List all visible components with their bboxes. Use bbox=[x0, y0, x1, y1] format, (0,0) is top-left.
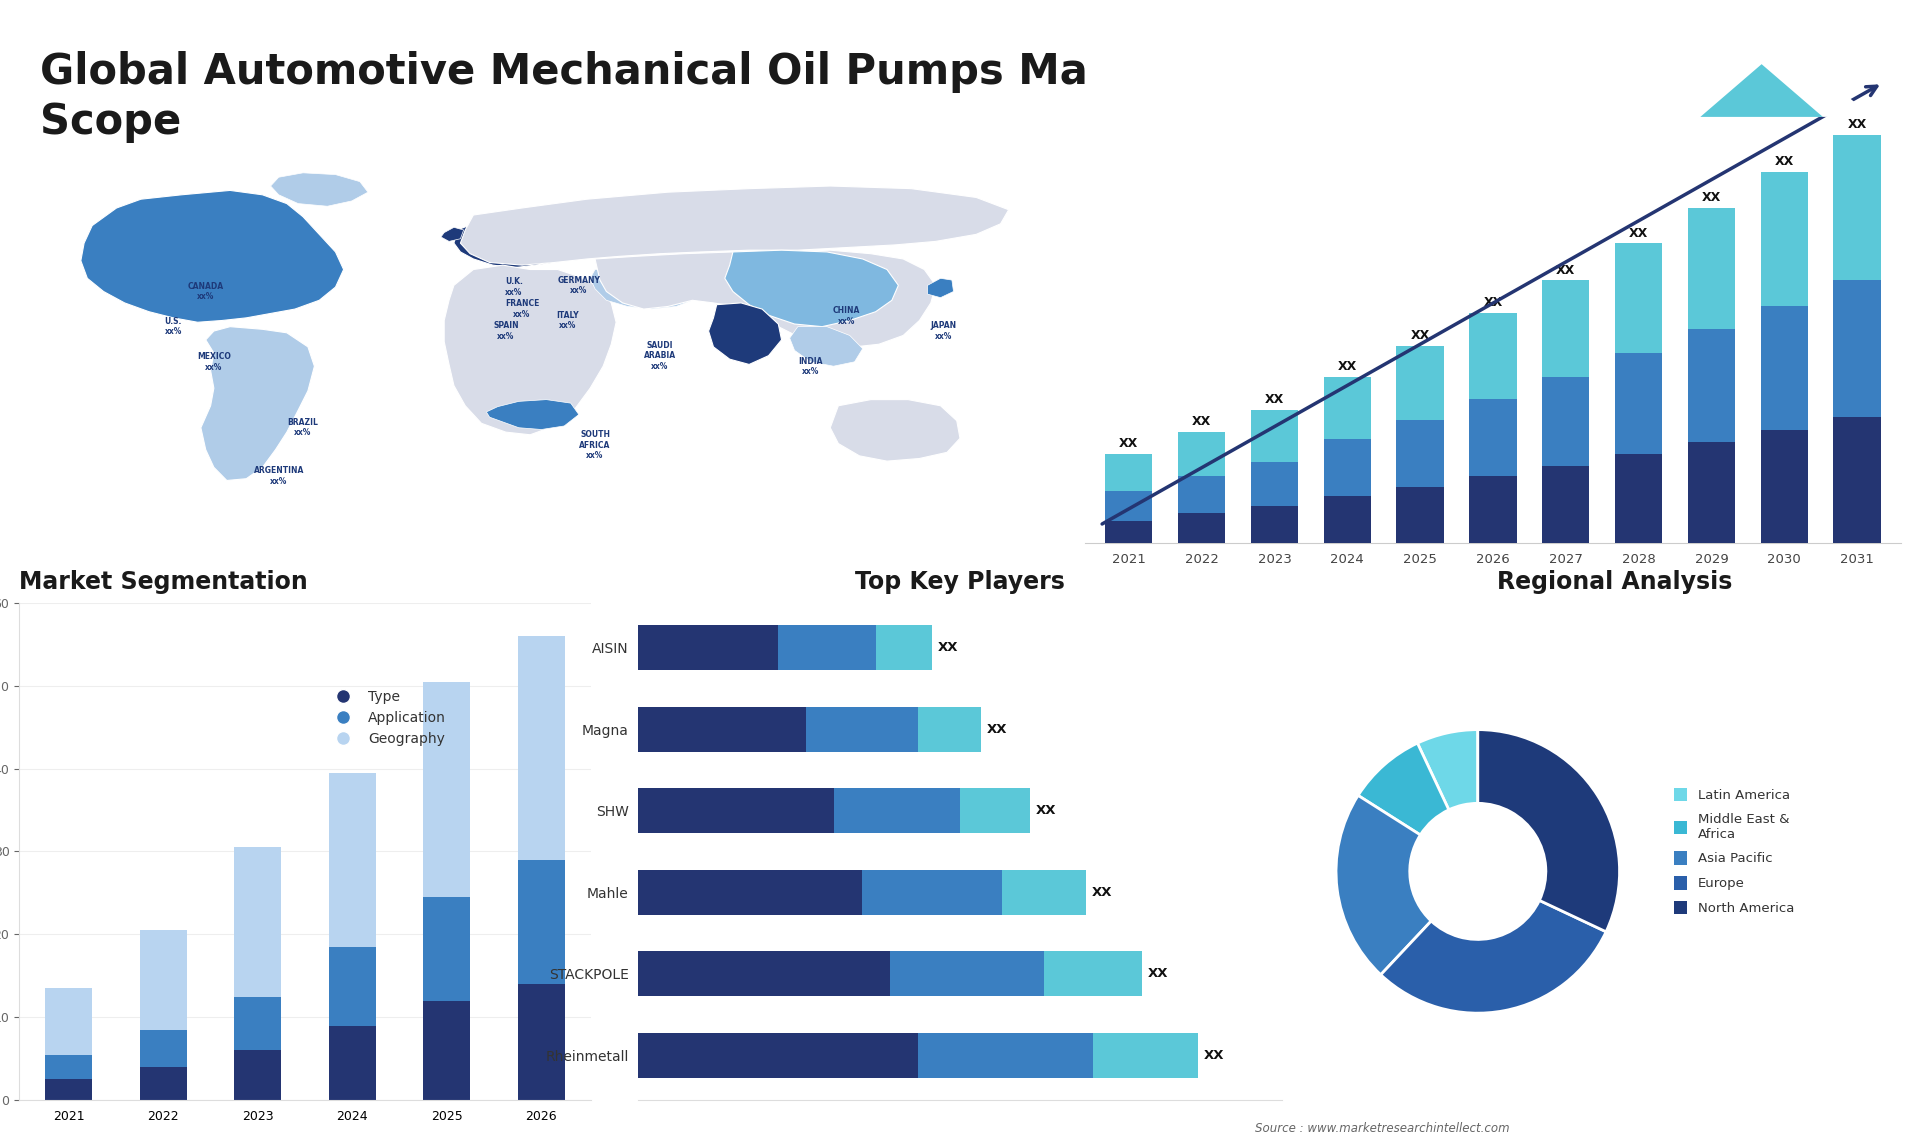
Bar bbox=[1469, 399, 1517, 477]
Bar bbox=[1761, 306, 1809, 431]
Bar bbox=[1106, 521, 1152, 543]
Bar bbox=[639, 626, 778, 670]
Bar bbox=[639, 707, 806, 752]
Bar bbox=[1002, 870, 1087, 915]
Bar bbox=[876, 626, 931, 670]
Bar bbox=[1469, 477, 1517, 543]
Bar bbox=[891, 951, 1044, 996]
Text: XX: XX bbox=[1338, 360, 1357, 374]
Bar bbox=[1396, 346, 1444, 419]
Bar bbox=[422, 1000, 470, 1100]
Text: XX: XX bbox=[1192, 415, 1212, 429]
Text: XX: XX bbox=[1265, 393, 1284, 406]
Text: MARKET
RESEARCH
INTELLECT: MARKET RESEARCH INTELLECT bbox=[1839, 45, 1893, 79]
Text: XX: XX bbox=[1148, 967, 1167, 980]
Bar bbox=[1615, 243, 1663, 353]
Bar bbox=[328, 772, 376, 947]
Bar bbox=[518, 636, 564, 860]
Polygon shape bbox=[1701, 64, 1822, 117]
Text: Global Automotive Mechanical Oil Pumps Market Size and
Scope: Global Automotive Mechanical Oil Pumps M… bbox=[40, 50, 1396, 143]
Bar bbox=[778, 626, 876, 670]
Text: XX: XX bbox=[987, 723, 1008, 736]
Bar bbox=[1761, 431, 1809, 543]
Bar bbox=[328, 947, 376, 1026]
Bar bbox=[1615, 454, 1663, 543]
Text: XX: XX bbox=[1204, 1049, 1223, 1061]
Bar bbox=[1106, 454, 1152, 492]
Bar bbox=[1323, 439, 1371, 496]
Bar bbox=[234, 1051, 282, 1100]
Bar bbox=[918, 707, 981, 752]
Text: Market Segmentation: Market Segmentation bbox=[19, 570, 307, 594]
Text: XX: XX bbox=[1411, 329, 1430, 342]
Bar bbox=[918, 1033, 1092, 1077]
Bar bbox=[639, 1033, 918, 1077]
Bar bbox=[1761, 172, 1809, 306]
Bar bbox=[234, 847, 282, 997]
Text: XX: XX bbox=[1484, 297, 1503, 309]
Bar bbox=[46, 1080, 92, 1100]
Text: XX: XX bbox=[1035, 804, 1056, 817]
Bar bbox=[1179, 477, 1225, 513]
Bar bbox=[1834, 135, 1882, 281]
Bar bbox=[960, 788, 1029, 833]
Bar bbox=[1542, 466, 1590, 543]
Bar bbox=[1044, 951, 1142, 996]
Bar bbox=[46, 1054, 92, 1080]
Bar bbox=[1396, 487, 1444, 543]
Title: Top Key Players: Top Key Players bbox=[854, 570, 1066, 594]
Bar bbox=[1542, 377, 1590, 466]
Text: XX: XX bbox=[1774, 156, 1793, 168]
Bar bbox=[806, 707, 918, 752]
Bar bbox=[140, 1067, 186, 1100]
Bar bbox=[422, 682, 470, 897]
Text: XX: XX bbox=[937, 642, 958, 654]
Bar bbox=[1542, 281, 1590, 377]
Bar bbox=[328, 1026, 376, 1100]
Bar bbox=[639, 951, 891, 996]
Text: XX: XX bbox=[1701, 191, 1720, 204]
Legend: Type, Application, Geography: Type, Application, Geography bbox=[323, 684, 451, 752]
Bar bbox=[833, 788, 960, 833]
Text: XX: XX bbox=[1091, 886, 1112, 898]
Bar bbox=[1106, 492, 1152, 521]
Bar bbox=[1250, 462, 1298, 507]
Bar bbox=[1688, 329, 1736, 442]
Bar bbox=[1469, 313, 1517, 399]
Bar bbox=[140, 1030, 186, 1067]
Text: XX: XX bbox=[1119, 438, 1139, 450]
Bar bbox=[862, 870, 1002, 915]
Bar bbox=[1323, 496, 1371, 543]
Bar bbox=[1834, 281, 1882, 417]
Text: XX: XX bbox=[1628, 227, 1647, 240]
Bar bbox=[1250, 409, 1298, 462]
Bar bbox=[234, 997, 282, 1051]
Bar bbox=[1688, 442, 1736, 543]
Bar bbox=[518, 984, 564, 1100]
Bar bbox=[140, 931, 186, 1030]
Text: XX: XX bbox=[1557, 264, 1576, 276]
Bar bbox=[422, 897, 470, 1000]
Bar bbox=[1615, 353, 1663, 454]
Bar bbox=[1179, 432, 1225, 477]
Text: Source : www.marketresearchintellect.com: Source : www.marketresearchintellect.com bbox=[1256, 1122, 1509, 1135]
Bar bbox=[1323, 377, 1371, 439]
Bar bbox=[639, 870, 862, 915]
Polygon shape bbox=[1649, 28, 1874, 117]
Text: XX: XX bbox=[1847, 118, 1866, 131]
Bar bbox=[1179, 513, 1225, 543]
Legend: Latin America, Middle East &
Africa, Asia Pacific, Europe, North America: Latin America, Middle East & Africa, Asi… bbox=[1667, 782, 1801, 921]
Bar bbox=[518, 860, 564, 984]
Bar bbox=[1834, 417, 1882, 543]
Bar bbox=[1396, 419, 1444, 487]
Title: Regional Analysis: Regional Analysis bbox=[1498, 570, 1732, 594]
Bar bbox=[1688, 207, 1736, 329]
Bar bbox=[46, 988, 92, 1054]
Bar bbox=[1250, 507, 1298, 543]
Bar bbox=[1092, 1033, 1198, 1077]
Bar bbox=[639, 788, 833, 833]
